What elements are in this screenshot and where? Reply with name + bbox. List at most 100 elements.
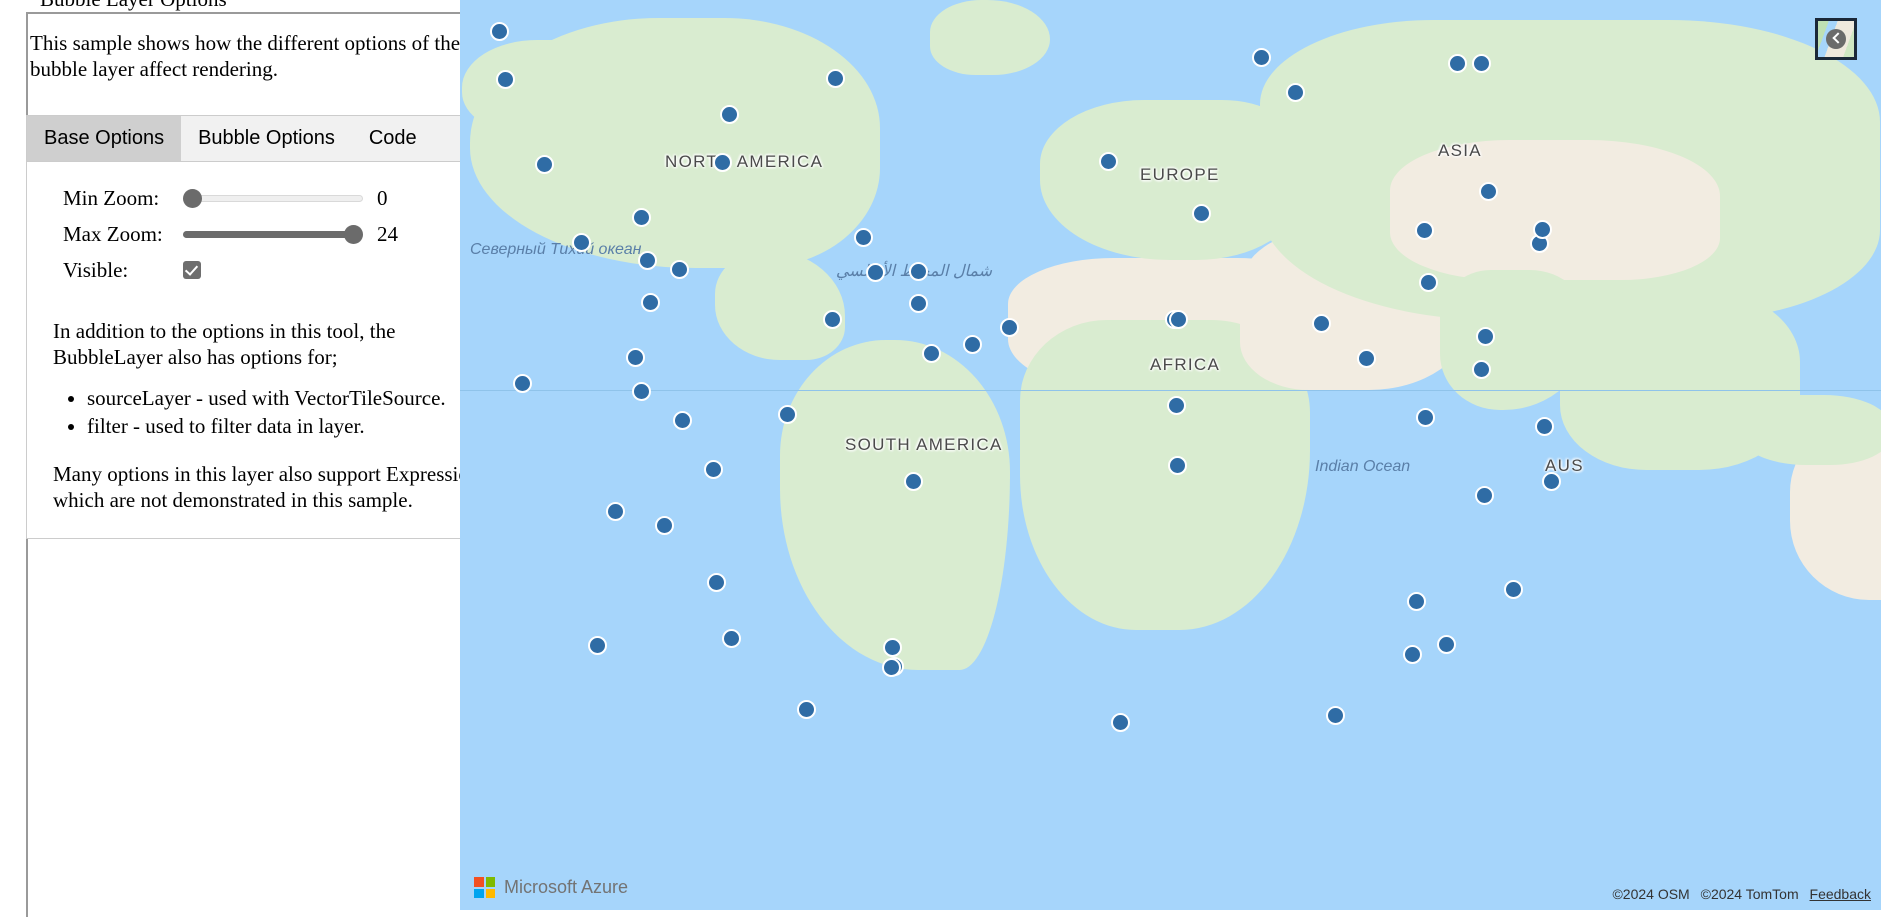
map-bubble-marker[interactable] [632,208,651,227]
map-bubble-marker[interactable] [904,472,923,491]
map-bubble-marker[interactable] [823,310,842,329]
tab-bubble-options[interactable]: Bubble Options [181,116,352,161]
map-label-europe: EUROPE [1140,165,1220,184]
map-bubble-marker[interactable] [1472,54,1491,73]
min-zoom-slider[interactable] [183,189,363,208]
map-canvas[interactable]: NORTH AMERICA EUROPE ASIA AFRICA SOUTH A… [460,0,1881,910]
map-label-north-america: NORTH AMERICA [665,152,824,171]
equator-line [460,390,1881,391]
options-tabbox: Base Options Bubble Options Code Min Zoo… [26,115,513,539]
map-label-south-america: SOUTH AMERICA [845,435,1003,454]
map-bubble-marker[interactable] [588,636,607,655]
map-bubble-marker[interactable] [1533,220,1552,239]
map-bubble-marker[interactable] [797,700,816,719]
map-bubble-marker[interactable] [606,502,625,521]
min-zoom-slider-thumb[interactable] [183,189,202,208]
map-bubble-marker[interactable] [513,374,532,393]
max-zoom-slider[interactable] [183,225,363,244]
map-bubble-marker[interactable] [632,382,651,401]
map-bubble-marker[interactable] [826,69,845,88]
tab-bar: Base Options Bubble Options Code [27,116,512,162]
map-bubble-marker[interactable] [1357,349,1376,368]
min-zoom-slider-track [183,195,363,202]
map-bubble-marker[interactable] [866,263,885,282]
map-label-indian-ocean: Indian Ocean [1315,458,1411,475]
map-bubble-marker[interactable] [670,260,689,279]
map-bubble-marker[interactable] [720,105,739,124]
landmass-alaska [462,40,612,135]
note-bullet-list: sourceLayer - used with VectorTileSource… [53,385,498,440]
map-bubble-marker[interactable] [722,629,741,648]
map-bubble-marker[interactable] [1192,204,1211,223]
map-bubble-marker[interactable] [1415,221,1434,240]
map-bubble-marker[interactable] [1448,54,1467,73]
map-bubble-marker[interactable] [1479,182,1498,201]
map-bubble-marker[interactable] [1416,408,1435,427]
map-bubble-marker[interactable] [1167,396,1186,415]
map-bubble-marker[interactable] [778,405,797,424]
map-bubble-marker[interactable] [1476,327,1495,346]
map-bubble-marker[interactable] [1326,706,1345,725]
landmass-central-asia-desert [1390,140,1720,280]
map-bubble-marker[interactable] [1286,83,1305,102]
map-bubble-marker[interactable] [909,262,928,281]
map-bubble-marker[interactable] [1403,645,1422,664]
visible-checkbox[interactable] [183,261,201,279]
map-bubble-marker[interactable] [572,233,591,252]
map-bubble-marker[interactable] [490,22,509,41]
map-bubble-marker[interactable] [1111,713,1130,732]
map-bubble-marker[interactable] [673,411,692,430]
tab-panel-base-options: Min Zoom: 0 Max Zoom: 24 [27,162,512,538]
map-bubble-marker[interactable] [1169,310,1188,329]
map-bubble-marker[interactable] [1472,360,1491,379]
map-bubble-marker[interactable] [1000,318,1019,337]
map-bubble-marker[interactable] [963,335,982,354]
chevron-left-icon [1826,29,1846,49]
map-bubble-marker[interactable] [638,251,657,270]
max-zoom-label: Max Zoom: [63,221,163,246]
note-bullet-filter: filter - used to filter data in layer. [87,413,498,439]
map-attribution: ©2024 OSM ©2024 TomTom Feedback [1605,886,1871,902]
map-bubble-marker[interactable] [922,344,941,363]
tab-code[interactable]: Code [351,116,434,161]
azure-logo: Microsoft Azure [474,877,628,898]
map-bubble-marker[interactable] [713,153,732,172]
landmass-south-america [780,340,1010,670]
additional-options-note: In addition to the options in this tool,… [41,318,498,514]
map-bubble-marker[interactable] [704,460,723,479]
map-bubble-marker[interactable] [882,658,901,677]
map-bubble-marker[interactable] [1312,314,1331,333]
map-bubble-marker[interactable] [1419,273,1438,292]
map-bubble-marker[interactable] [854,228,873,247]
map-bubble-marker[interactable] [1407,592,1426,611]
map-bubble-marker[interactable] [1504,580,1523,599]
visible-label: Visible: [63,257,129,282]
map-bubble-marker[interactable] [641,293,660,312]
note-tail: Many options in this layer also support … [53,462,488,513]
map-bubble-marker[interactable] [1168,456,1187,475]
map-bubble-marker[interactable] [496,70,515,89]
map-bubble-marker[interactable] [1099,152,1118,171]
map-style-picker-button[interactable] [1815,18,1857,60]
landmass-europe [1040,100,1300,260]
note-bullet-sourcelayer: sourceLayer - used with VectorTileSource… [87,385,498,411]
min-zoom-label: Min Zoom: [63,185,160,210]
note-lead: In addition to the options in this tool,… [53,319,396,370]
map-bubble-marker[interactable] [626,348,645,367]
map-bubble-marker[interactable] [535,155,554,174]
map-bubble-marker[interactable] [707,573,726,592]
map-bubble-marker[interactable] [1542,472,1561,491]
landmass-greenland [930,0,1050,75]
map-bubble-marker[interactable] [1252,48,1271,67]
map-bubble-marker[interactable] [655,516,674,535]
map-bubble-marker[interactable] [1475,486,1494,505]
max-zoom-slider-thumb[interactable] [344,225,363,244]
map-bubble-marker[interactable] [1535,417,1554,436]
tab-base-options[interactable]: Base Options [27,116,182,161]
map-bubble-marker[interactable] [883,638,902,657]
map-bubble-marker[interactable] [1437,635,1456,654]
microsoft-logo-icon [474,877,495,898]
map-bubble-marker[interactable] [909,294,928,313]
attribution-feedback-link[interactable]: Feedback [1809,886,1871,902]
